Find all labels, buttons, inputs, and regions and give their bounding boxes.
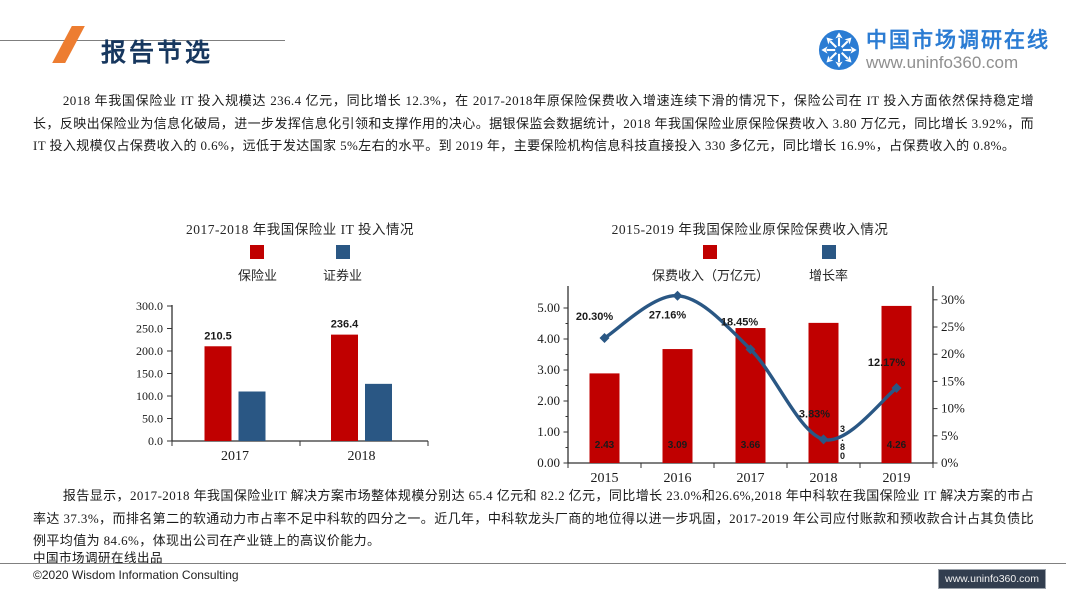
footer-produced-by: 中国市场调研在线出品	[33, 551, 164, 565]
growth-rate-label: 3.83%	[799, 408, 830, 420]
right-axis-tick-label: 20%	[941, 346, 965, 361]
y-axis-tick-label: 100.0	[136, 389, 163, 403]
snowflake-logo-icon	[818, 29, 860, 71]
line-marker-2015	[599, 332, 610, 343]
logo-arrow	[840, 51, 852, 63]
logo-arrow	[821, 46, 836, 54]
legend-swatch	[335, 245, 350, 259]
footer-copyright: ©2020 Wisdom Information Consulting	[33, 568, 239, 582]
line-marker-2016	[672, 290, 683, 301]
x-axis-category-label: 2019	[883, 471, 911, 486]
legend-swatch	[821, 245, 836, 259]
bar-保费收入（万亿元）-2016	[662, 349, 693, 463]
chart2-plot: 0.00 1.00 2.00 3.00 4.00 5.00 0% 5% 10% 15% 20% 25%…	[537, 286, 965, 486]
bar-value-label: 4.26	[887, 440, 907, 451]
footer-website-link[interactable]: www.uninfo360.com	[938, 569, 1046, 589]
x-axis-category-label: 2016	[664, 471, 692, 486]
logo-arrow	[826, 51, 838, 63]
left-axis-tick-label: 3.00	[537, 362, 560, 377]
site-logo: 中国市场调研在线 www.uninfo360.com	[818, 29, 1050, 72]
y-axis-tick-label: 150.0	[136, 367, 163, 381]
y-axis-tick-label: 50.0	[142, 412, 163, 426]
legend-item: 证券业	[323, 245, 362, 284]
header-rule	[0, 40, 285, 41]
chart1-legend: 保险业 证券业	[100, 245, 500, 284]
x-axis-category-label: 2017	[737, 471, 765, 486]
growth-rate-label: 12.17%	[868, 357, 906, 369]
growth-rate-label: 27.16%	[649, 310, 687, 322]
y-axis-tick-label: 0.0	[148, 434, 163, 448]
right-axis-tick-label: 5%	[941, 428, 959, 443]
growth-rate-line	[603, 294, 898, 442]
right-axis-tick-label: 10%	[941, 401, 965, 416]
logo-arrow	[826, 37, 838, 49]
footer-rule	[0, 563, 1066, 564]
left-axis-tick-label: 2.00	[537, 393, 560, 408]
chart-premium-income: 2015-2019 年我国保险业原保险保费收入情况 保费收入（万亿元） 增长率 0…	[530, 212, 970, 490]
logo-arrow	[835, 32, 843, 47]
footer-website-text: www.uninfo360.com	[945, 573, 1039, 585]
legend-label: 保险业	[237, 268, 277, 283]
left-axis-tick-label: 0.00	[537, 455, 560, 470]
bar-证券业-2017	[238, 391, 266, 441]
y-axis-tick-label: 300.0	[136, 300, 163, 313]
bar-value-label: 3.09	[668, 440, 688, 451]
legend-swatch	[703, 245, 718, 259]
legend-item: 保险业	[238, 245, 277, 284]
legend-label: 证券业	[323, 268, 363, 283]
legend-item: 保费收入（万亿元）	[652, 245, 769, 284]
growth-rate-label: 18.45%	[721, 316, 759, 328]
legend-item: 增长率	[809, 245, 848, 284]
bar-value-label: 236.4	[331, 319, 359, 331]
y-axis-tick-label: 250.0	[136, 322, 163, 336]
right-axis-tick-label: 15%	[941, 373, 965, 388]
chart2-title: 2015-2019 年我国保险业原保险保费收入情况	[611, 222, 889, 237]
x-axis-category-label: 2015	[591, 471, 619, 486]
legend-swatch	[250, 245, 265, 259]
y-axis-tick-label: 200.0	[136, 344, 163, 358]
growth-rate-label: 20.30%	[576, 311, 614, 323]
left-axis-tick-label: 1.00	[537, 424, 560, 439]
analysis-paragraph: 报告显示，2017-2018 年我国保险业IT 解决方案市场整体规模分别达 65…	[33, 488, 1034, 548]
line-marker-2019	[891, 383, 902, 394]
bar-value-label: 2.43	[595, 440, 615, 451]
bar-value-label: 3.66	[741, 440, 761, 451]
right-axis-tick-label: 30%	[941, 292, 965, 307]
bar-保险业-2018	[331, 334, 358, 441]
intro-paragraph: 2018 年我国保险业 IT 投入规模达 236.4 亿元，同比增长 12.3%…	[33, 93, 1034, 153]
left-axis-tick-label: 4.00	[537, 331, 560, 346]
chart-it-investment: 2017-2018 年我国保险业 IT 投入情况 保险业 证券业 0.0 50.0 1…	[100, 212, 500, 480]
slash-decoration	[52, 26, 85, 63]
right-axis-tick-label: 0%	[941, 455, 959, 470]
chart1-title: 2017-2018 年我国保险业 IT 投入情况	[185, 222, 415, 237]
line-marker-2017	[745, 344, 756, 355]
page-title: 报告节选	[101, 39, 214, 67]
x-axis-category-label: 2018	[348, 449, 376, 464]
right-axis-tick-label: 25%	[941, 319, 965, 334]
bar-证券业-2018	[365, 383, 392, 441]
bar-保险业-2017	[204, 346, 232, 441]
left-axis-tick-label: 5.00	[537, 300, 560, 315]
bar-保费收入（万亿元）-2015	[589, 373, 620, 463]
x-axis-category-label: 2017	[221, 449, 249, 464]
chart1-plot: 0.0 50.0 100.0 150.0 200.0 250.0 300.0 210.5 201…	[136, 300, 429, 464]
legend-label: 增长率	[809, 268, 849, 283]
logo-arrow	[840, 37, 852, 49]
logo-website-link[interactable]: www.uninfo360.com	[866, 53, 1019, 72]
bar-value-label: 210.5	[204, 330, 232, 342]
logo-arrow	[835, 53, 843, 68]
x-axis-category-label: 2018	[810, 471, 838, 486]
line-marker-2018	[818, 434, 829, 445]
logo-name: 中国市场调研在线	[866, 29, 1050, 52]
logo-arrow	[842, 46, 857, 54]
chart2-legend: 保费收入（万亿元） 增长率	[530, 245, 970, 284]
legend-label: 保费收入（万亿元）	[651, 268, 769, 283]
